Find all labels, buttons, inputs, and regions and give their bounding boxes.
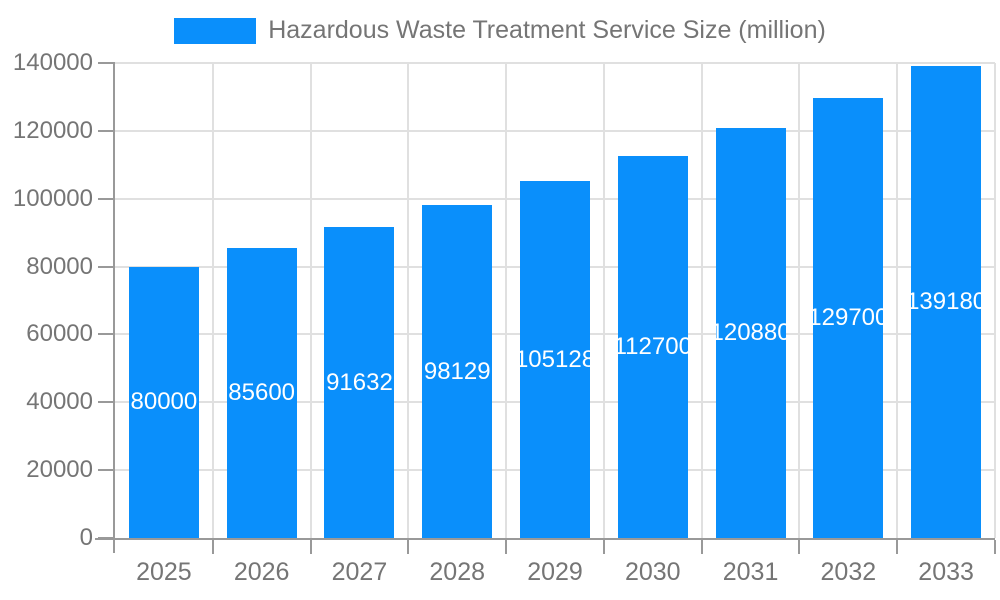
y-tick-label: 100000 [12,184,93,212]
bar-value-label: 105128 [520,345,590,373]
x-axis-tick [798,540,801,554]
bar-2029[interactable]: 105128 [520,181,590,538]
gridline-vertical [602,63,605,538]
bar-2032[interactable]: 129700 [813,97,884,538]
gridline-vertical [896,63,899,538]
legend-swatch-icon [174,17,257,44]
bar-2033[interactable]: 139180 [911,65,982,538]
gridline-vertical [505,63,508,538]
bar-2030[interactable]: 112700 [617,155,688,538]
bar-value-label: 85600 [228,378,296,406]
bar-2028[interactable]: 98129 [422,205,493,538]
x-axis-tick [700,540,703,554]
gridline-vertical [994,63,996,538]
legend[interactable]: Hazardous Waste Treatment Service Size (… [0,16,1000,45]
y-tick-label: 120000 [12,116,93,144]
x-tick-label: 2028 [429,558,486,586]
y-axis-tick [98,469,115,472]
y-axis-tick [98,197,115,200]
bar-2031[interactable]: 120880 [715,127,786,538]
bar-2026[interactable]: 85600 [226,247,297,538]
bar-value-label: 112700 [617,332,688,360]
x-tick-label: 2027 [331,558,388,586]
x-tick-label: 2025 [136,558,192,586]
y-axis-line [113,63,115,553]
y-axis-tick [98,401,115,404]
y-tick-label: 40000 [26,388,93,416]
x-tick-label: 2030 [624,558,681,586]
gridline-vertical [798,63,801,538]
x-tick-label: 2029 [527,558,583,586]
x-axis-tick [505,540,508,554]
gridline-vertical [407,63,410,538]
y-axis-tick [98,129,115,132]
x-axis-tick [602,540,605,554]
x-axis-tick [994,540,996,554]
x-axis-line [95,538,995,540]
x-tick-label: 2032 [820,558,877,586]
y-axis-tick [98,333,115,336]
bar-value-label: 91632 [326,368,393,396]
bar-value-label: 120880 [715,318,786,346]
gridline-vertical [309,63,312,538]
y-tick-label: 80000 [26,252,93,280]
x-tick-label: 2026 [233,558,290,586]
x-axis-tick [309,540,312,554]
y-tick-label: 140000 [12,49,93,76]
gridline-horizontal [115,129,995,132]
bar-value-label: 80000 [130,388,198,416]
y-axis-tick [98,265,115,268]
x-tick-label: 2031 [722,558,779,586]
y-axis-tick [98,537,115,539]
x-axis-tick [211,540,214,554]
y-tick-label: 0 [79,524,93,551]
bar-2027[interactable]: 91632 [324,227,395,538]
gridline-horizontal [115,62,995,64]
y-tick-label: 20000 [26,456,93,484]
x-axis-tick [407,540,410,554]
bar-2025[interactable]: 80000 [128,266,199,538]
y-tick-label: 60000 [26,320,93,348]
y-axis-tick [98,62,115,64]
bar-value-label: 139180 [911,287,982,315]
gridline-vertical [700,63,703,538]
bar-value-label: 129700 [813,303,884,331]
gridline-vertical [211,63,214,538]
x-axis-tick [896,540,899,554]
legend-label: Hazardous Waste Treatment Service Size (… [268,16,826,44]
bar-value-label: 98129 [423,357,491,385]
x-tick-label: 2033 [918,558,974,586]
